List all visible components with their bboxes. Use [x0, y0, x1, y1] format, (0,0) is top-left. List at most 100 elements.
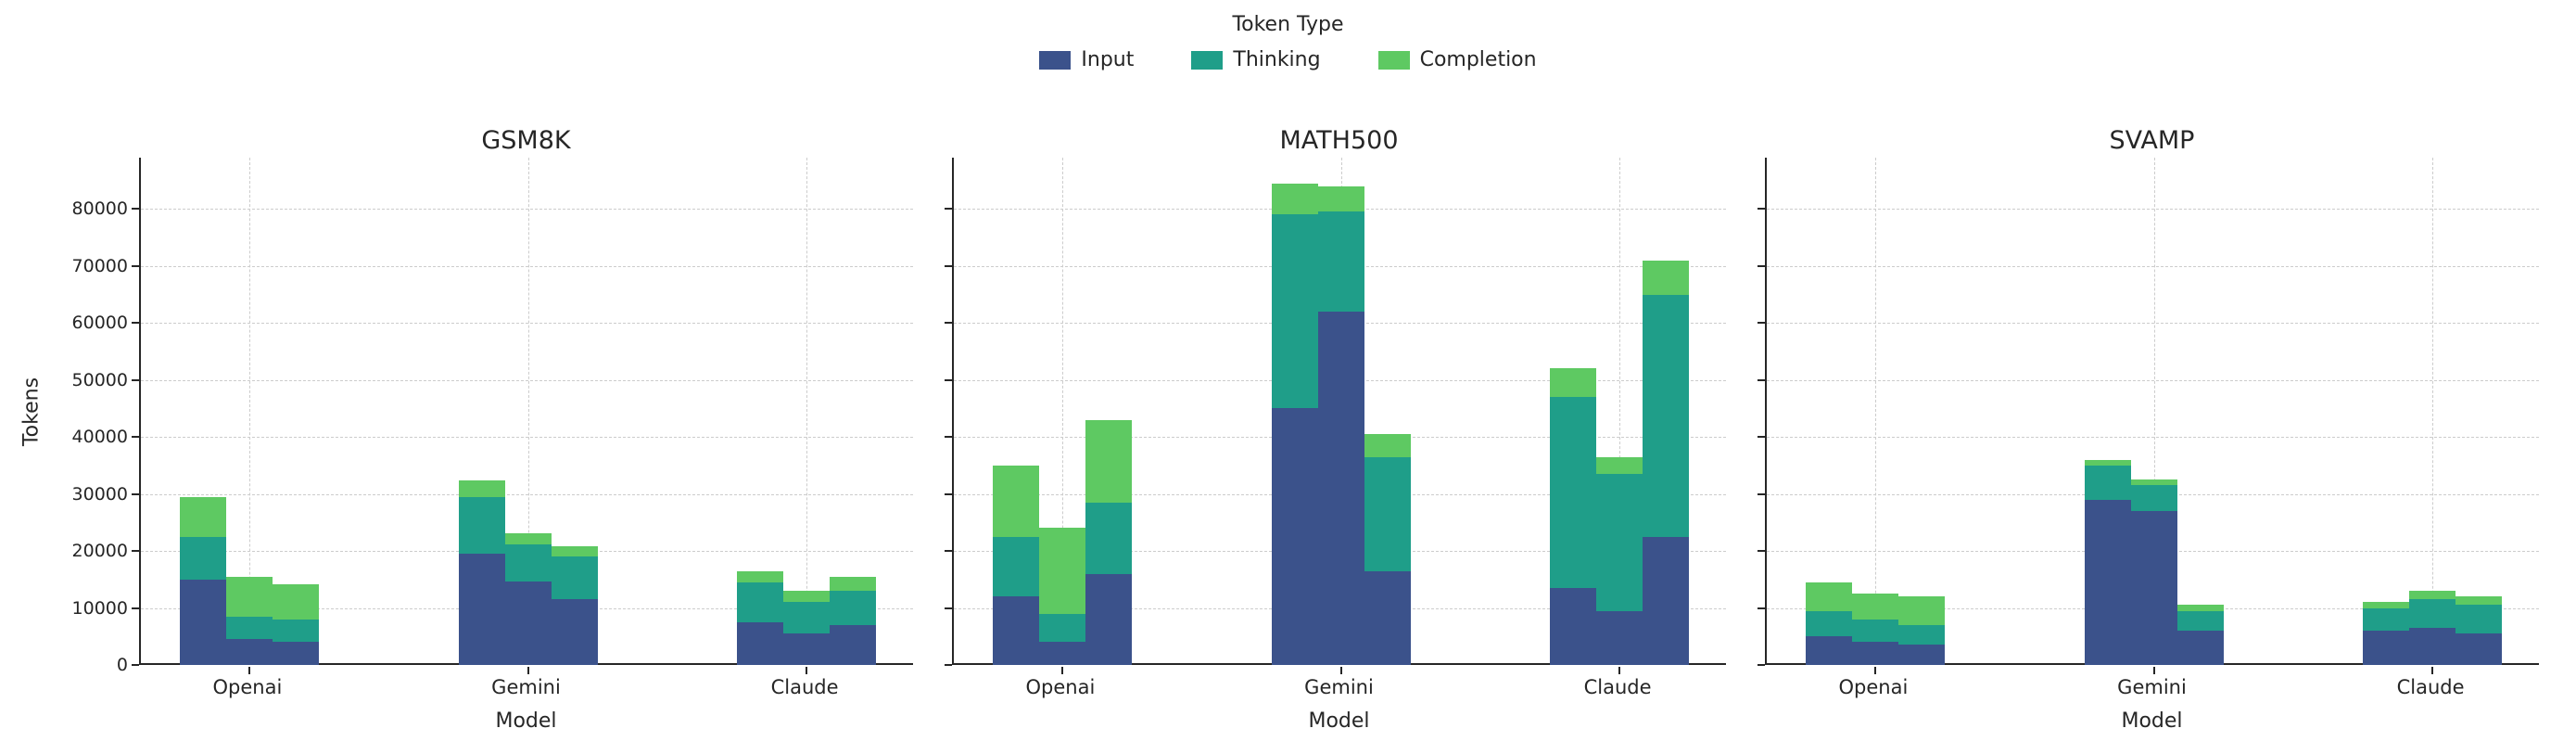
bar-segment-thinking — [1805, 610, 1852, 637]
bar-segment-completion — [272, 583, 319, 620]
bar-segment-completion — [225, 576, 273, 617]
gridline-horizontal — [141, 379, 913, 381]
y-tick-label: 0 — [116, 655, 128, 675]
bar-segment-completion — [1643, 260, 1690, 295]
x-tick-mark — [1060, 667, 1063, 674]
legend-label: Thinking — [1233, 48, 1321, 71]
bar-segment-input — [272, 642, 319, 665]
bar-segment-thinking — [1364, 456, 1411, 571]
y-tick-label: 20000 — [71, 541, 128, 562]
bar-segment-thinking — [1596, 474, 1643, 611]
bar-segment-completion — [1271, 183, 1318, 215]
y-tick-mark — [132, 607, 139, 609]
y-tick-mark — [945, 607, 952, 609]
bar-segment-input — [458, 554, 505, 665]
bar-segment-completion — [830, 576, 877, 592]
bar-segment-completion — [737, 570, 784, 582]
y-tick-label: 50000 — [71, 369, 128, 390]
y-tick-mark — [132, 436, 139, 439]
bar-segment-completion — [551, 546, 598, 557]
legend-swatch-input — [1039, 50, 1072, 70]
gridline-horizontal — [141, 209, 913, 211]
bar-segment-thinking — [458, 496, 505, 555]
y-tick-mark — [945, 664, 952, 666]
bar-segment-completion — [783, 591, 831, 603]
y-tick-label: 80000 — [71, 198, 128, 220]
bar-segment-completion — [458, 480, 505, 497]
x-tick-mark — [1618, 667, 1621, 674]
plot-area-svamp — [1758, 158, 2539, 674]
bar-segment-input — [830, 624, 877, 665]
legend-label: Input — [1081, 48, 1135, 71]
x-tick-label: Openai — [1025, 676, 1096, 698]
y-tick-mark — [132, 664, 139, 666]
x-tick-label: Claude — [770, 676, 839, 698]
x-tick-label: Gemini — [1304, 676, 1374, 698]
x-axis-label-gsm8k: Model — [495, 709, 557, 733]
gridline-horizontal — [141, 493, 913, 495]
y-tick-mark — [945, 322, 952, 325]
x-tick-label: Claude — [2396, 676, 2465, 698]
x-tick-label: Openai — [212, 676, 283, 698]
bar-segment-input — [1550, 588, 1597, 665]
subplot-title-gsm8k: GSM8K — [481, 126, 571, 155]
y-tick-mark — [1758, 607, 1765, 609]
gridline-vertical — [248, 158, 250, 663]
bar-segment-completion — [2455, 596, 2503, 606]
bar-segment-completion — [1851, 594, 1898, 620]
y-tick-mark — [1758, 436, 1765, 439]
bar-segment-completion — [1364, 434, 1411, 457]
bar-segment-thinking — [2409, 599, 2456, 629]
gridline-horizontal — [1767, 379, 2539, 381]
bar-segment-input — [504, 581, 552, 665]
bar-segment-completion — [1038, 528, 1085, 614]
bar-segment-thinking — [1897, 624, 1945, 645]
bar-segment-thinking — [1271, 214, 1318, 409]
bar-segment-completion — [2176, 605, 2224, 611]
bar-segment-completion — [2363, 602, 2410, 608]
gridline-horizontal — [1767, 265, 2539, 267]
y-tick-mark — [1758, 550, 1765, 553]
bar-segment-completion — [1317, 185, 1364, 212]
bar-segment-completion — [2409, 591, 2456, 600]
x-tick-mark — [806, 667, 808, 674]
legend-item-input: Input — [1039, 48, 1134, 71]
bar-segment-thinking — [2455, 605, 2503, 634]
bar-segment-thinking — [2130, 485, 2177, 512]
bar-segment-completion — [504, 533, 552, 545]
y-tick-label: 40000 — [71, 427, 128, 448]
gridline-vertical — [1874, 158, 1876, 663]
x-tick-mark — [527, 667, 529, 674]
x-tick-mark — [1339, 667, 1342, 674]
bar-segment-thinking — [2176, 610, 2224, 632]
bar-segment-thinking — [2084, 465, 2131, 500]
bar-segment-completion — [179, 496, 226, 537]
subplot-title-math500: MATH500 — [1279, 126, 1399, 155]
bar-segment-input — [1643, 536, 1690, 665]
gridline-vertical — [806, 158, 808, 663]
y-tick-mark — [132, 322, 139, 325]
bar-segment-completion — [1085, 419, 1132, 503]
bar-segment-thinking — [2363, 607, 2410, 632]
gridline-horizontal — [1767, 323, 2539, 325]
legend-title: Token Type — [1232, 13, 1344, 36]
y-tick-mark — [1758, 664, 1765, 666]
y-tick-label: 70000 — [71, 255, 128, 276]
y-tick-mark — [945, 492, 952, 495]
bar-segment-input — [1038, 642, 1085, 665]
x-tick-label: Gemini — [491, 676, 561, 698]
gridline-horizontal — [141, 265, 913, 267]
bar-segment-input — [2455, 633, 2503, 665]
bar-segment-thinking — [179, 536, 226, 580]
plot-area-math500 — [945, 158, 1726, 674]
bar-segment-input — [1317, 311, 1364, 665]
bar-segment-completion — [1897, 596, 1945, 625]
bar-segment-input — [1271, 408, 1318, 665]
bar-segment-input — [1085, 573, 1132, 665]
bar-segment-thinking — [504, 544, 552, 581]
y-tick-mark — [1758, 322, 1765, 325]
y-tick-mark — [132, 492, 139, 495]
x-tick-label: Openai — [1838, 676, 1909, 698]
y-tick-mark — [1758, 208, 1765, 211]
